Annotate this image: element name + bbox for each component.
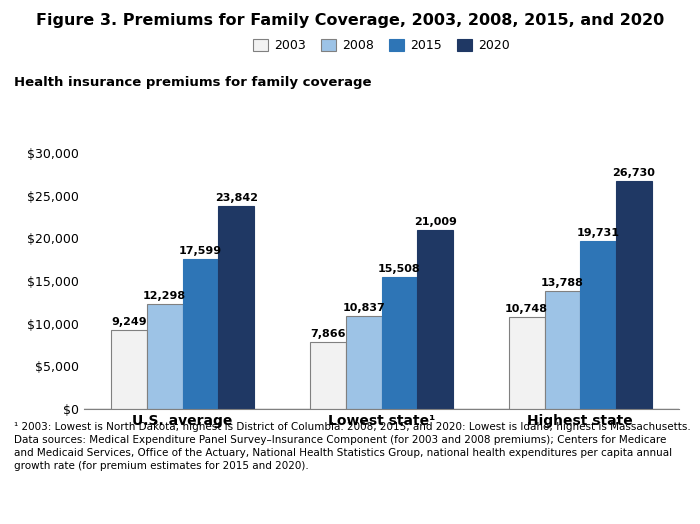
- Bar: [580, 241, 616, 409]
- Text: 9,249: 9,249: [111, 317, 147, 327]
- Bar: [616, 181, 652, 409]
- Text: 15,508: 15,508: [378, 264, 421, 274]
- Bar: [183, 259, 218, 409]
- Text: 13,788: 13,788: [541, 278, 584, 288]
- Bar: [382, 277, 417, 409]
- Legend: 2003, 2008, 2015, 2020: 2003, 2008, 2015, 2020: [253, 39, 510, 52]
- Bar: [147, 304, 183, 409]
- Text: 10,837: 10,837: [342, 303, 385, 313]
- Text: ¹ 2003: Lowest is North Dakota; highest is District of Columbia. 2008, 2015, and: ¹ 2003: Lowest is North Dakota; highest …: [14, 422, 691, 472]
- Bar: [509, 317, 545, 409]
- Text: 23,842: 23,842: [215, 193, 258, 203]
- Bar: [218, 206, 254, 409]
- Bar: [346, 316, 382, 409]
- Text: 17,599: 17,599: [179, 246, 222, 256]
- Bar: [310, 342, 346, 409]
- Bar: [111, 330, 147, 409]
- Text: 7,866: 7,866: [310, 329, 346, 339]
- Text: Health insurance premiums for family coverage: Health insurance premiums for family cov…: [14, 76, 372, 89]
- Text: 26,730: 26,730: [612, 168, 655, 178]
- Text: 19,731: 19,731: [577, 228, 620, 238]
- Text: 21,009: 21,009: [414, 217, 456, 227]
- Text: Figure 3. Premiums for Family Coverage, 2003, 2008, 2015, and 2020: Figure 3. Premiums for Family Coverage, …: [36, 13, 664, 28]
- Text: 10,748: 10,748: [505, 304, 548, 314]
- Text: 12,298: 12,298: [144, 291, 186, 301]
- Bar: [545, 291, 580, 409]
- Bar: [417, 230, 453, 409]
